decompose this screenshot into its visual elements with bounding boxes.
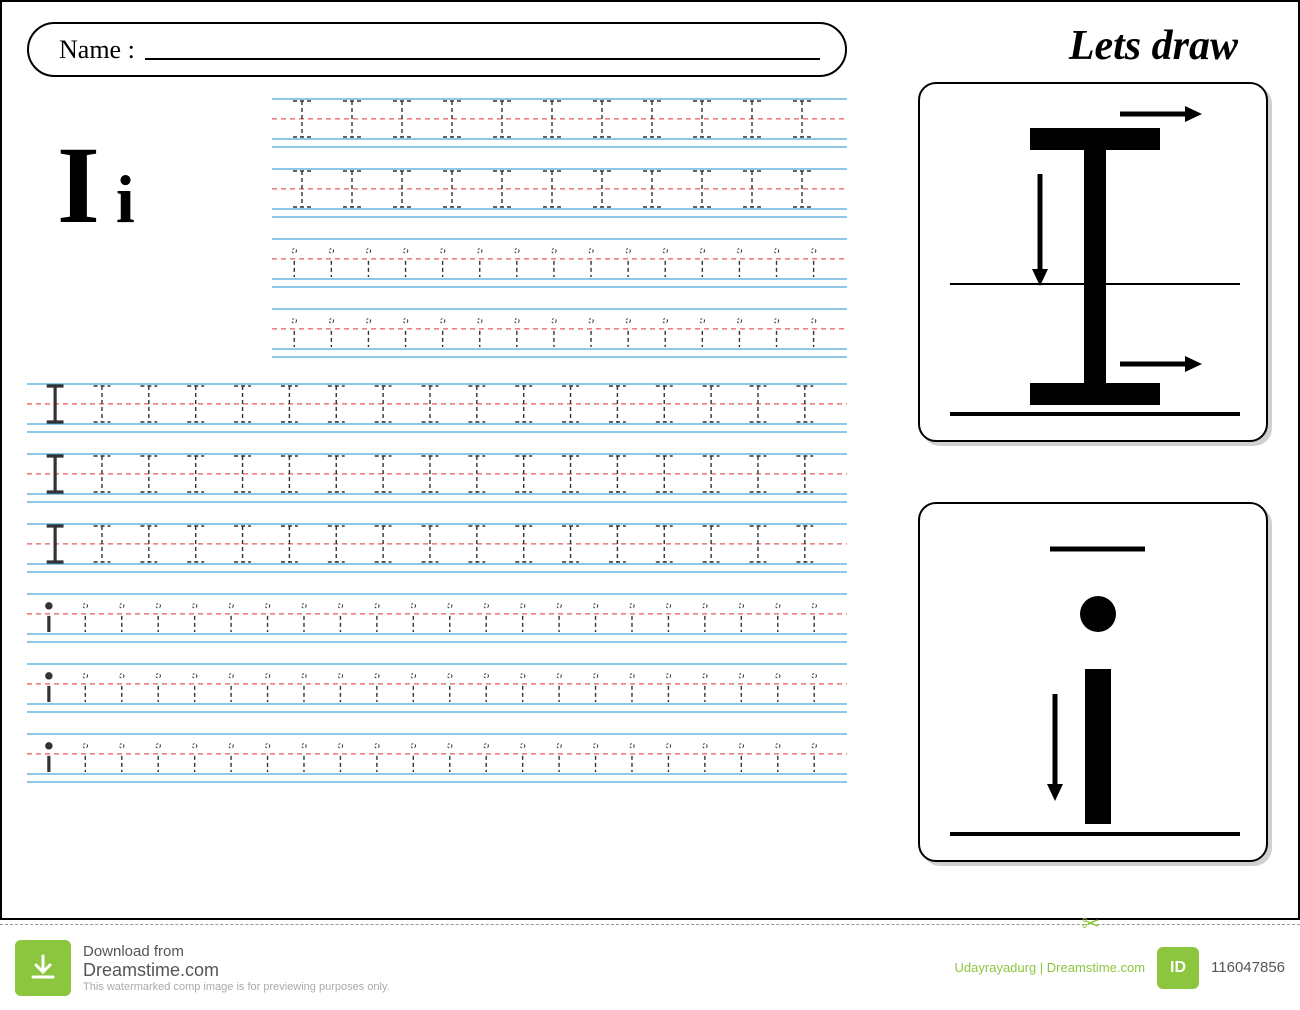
id-icon: ID [1157,947,1199,989]
tracing-row-upper [27,522,847,574]
footer-bar: ✂ Download from Dreamstime.com This wate… [0,924,1300,1010]
tracing-row-lower [272,307,847,359]
tracing-row-upper [272,97,847,149]
image-id: 116047856 [1211,959,1285,976]
download-line1: Download from [83,943,390,960]
example-letters: I i [57,122,135,249]
guide-box-upper [918,82,1268,442]
guide-upper-svg [920,84,1270,444]
name-underline [145,58,820,60]
tracing-row-lower [27,732,847,784]
download-text: Download from Dreamstime.com This waterm… [83,943,390,993]
download-line2: Dreamstime.com [83,960,390,981]
disclaimer: This watermarked comp image is for previ… [83,981,390,993]
example-upper-I: I [57,122,100,249]
guide-box-lower [918,502,1268,862]
lets-draw-title: Lets draw [1069,22,1238,70]
footer-right: Udayrayadurg | Dreamstime.com ID 1160478… [955,947,1285,989]
name-field-box: Name : [27,22,847,77]
guide-lower-svg [920,504,1270,864]
tracing-row-lower [272,237,847,289]
example-lower-i: i [116,160,135,239]
scissors-icon: ✂ [1082,911,1100,937]
author-credit: Udayrayadurg | Dreamstime.com [955,960,1146,975]
tracing-row-lower [27,662,847,714]
tracing-row-lower [27,592,847,644]
download-icon [15,940,71,996]
worksheet-page: Name : Lets draw I i [0,0,1300,920]
tracing-rows-full [27,382,847,802]
name-label: Name : [59,35,135,65]
tracing-row-upper [27,452,847,504]
tracing-row-upper [27,382,847,434]
tracing-row-upper [272,167,847,219]
tracing-rows-top [272,97,847,377]
